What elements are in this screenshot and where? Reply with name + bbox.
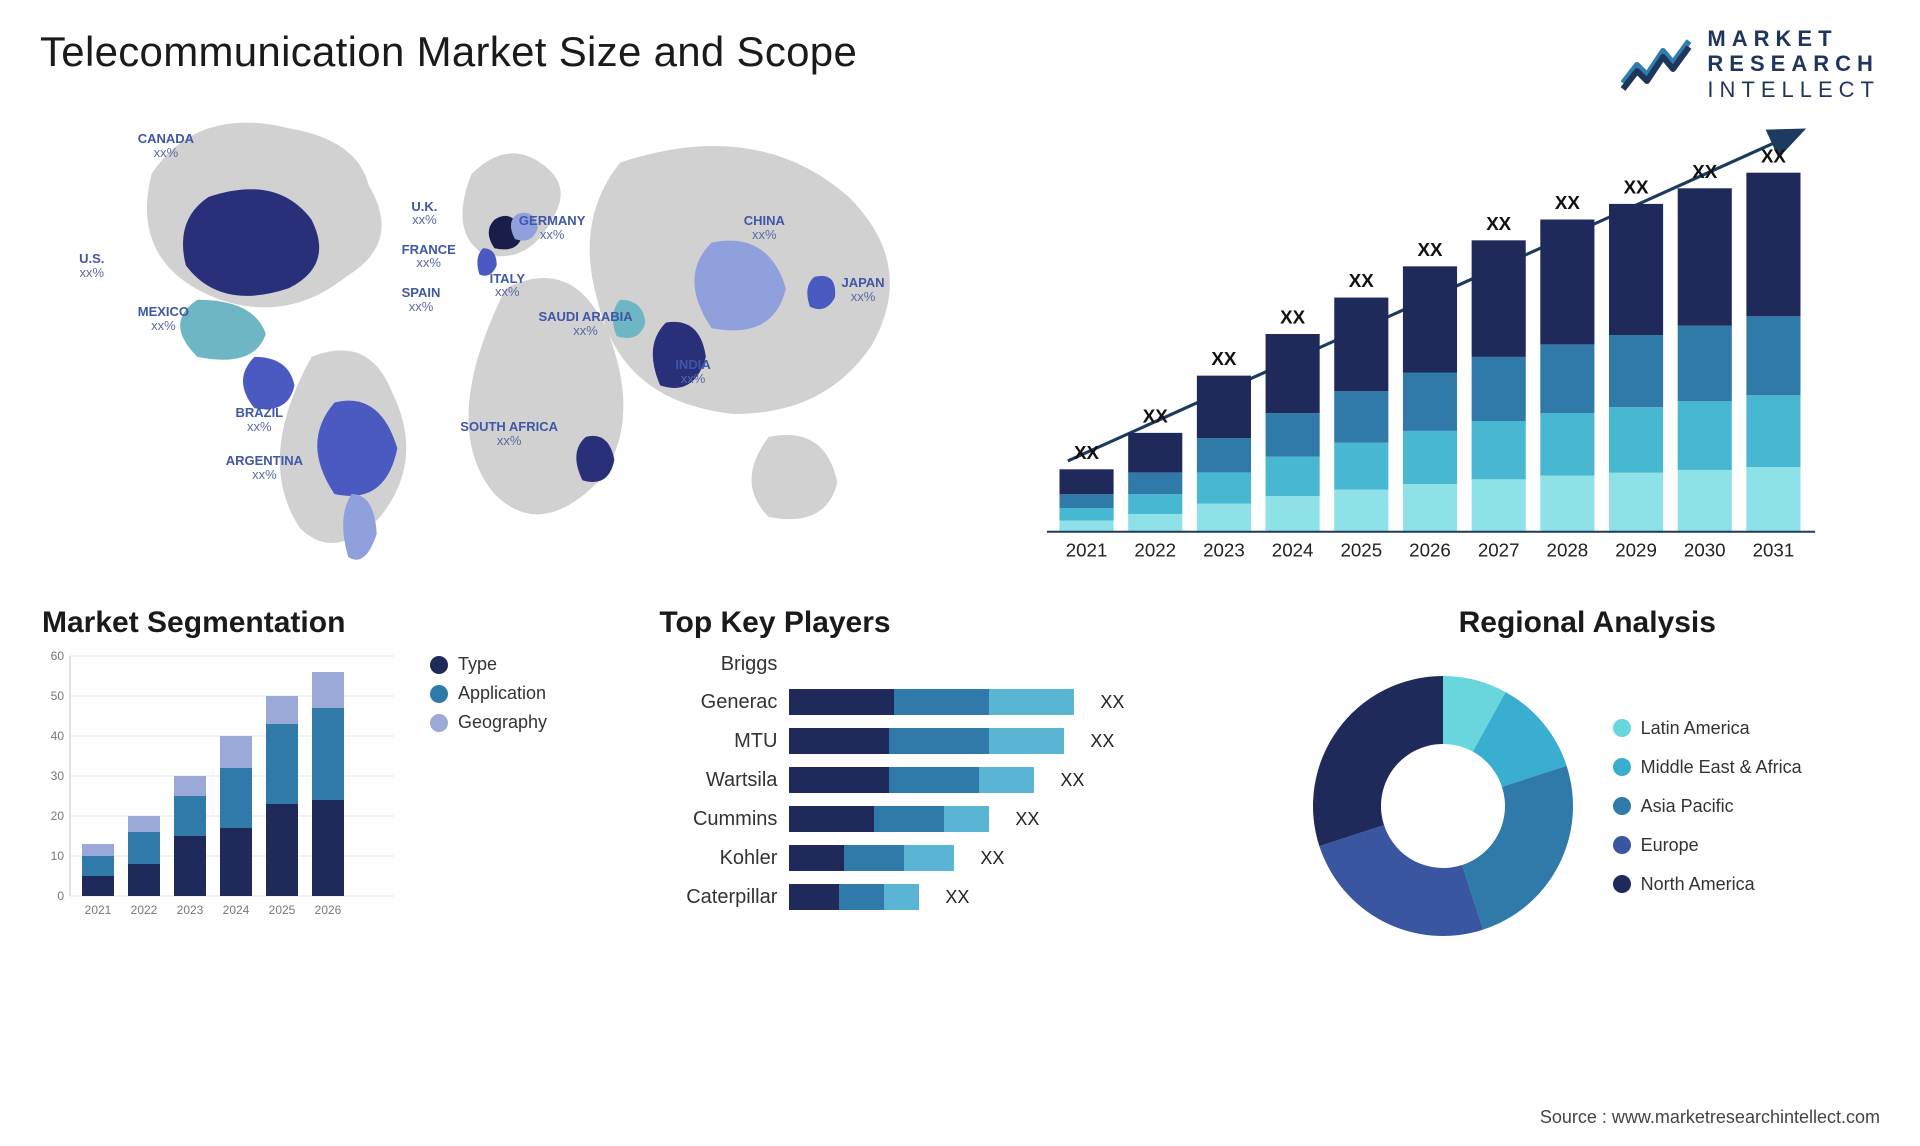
svg-text:XX: XX (1143, 405, 1168, 426)
svg-text:20: 20 (51, 809, 65, 823)
players-title: Top Key Players (659, 606, 1262, 640)
svg-text:2026: 2026 (1410, 540, 1452, 561)
player-row: CaterpillarXX (657, 884, 1262, 910)
regional-legend-item: Europe (1613, 835, 1802, 856)
map-label-u-s-: U.S.xx% (79, 252, 104, 279)
segmentation-legend-item: Type (430, 654, 547, 675)
world-map-icon (40, 94, 1017, 574)
svg-text:XX: XX (1624, 176, 1649, 197)
bottom-row: Market Segmentation 0 10 20 30 40 50 60 2021 202… (40, 596, 1880, 1016)
svg-text:50: 50 (51, 689, 65, 703)
segmentation-legend-item: Application (430, 683, 547, 704)
svg-text:XX: XX (1555, 192, 1580, 213)
segmentation-panel: Market Segmentation 0 10 20 30 40 50 60 2021 202… (40, 596, 627, 1016)
logo-text: MARKET RESEARCH INTELLECT (1707, 26, 1880, 102)
map-label-france: FRANCExx% (402, 243, 456, 270)
report-page: Telecommunication Market Size and Scope … (0, 0, 1920, 1146)
svg-text:2031: 2031 (1753, 540, 1795, 561)
regional-legend-item: North America (1613, 874, 1802, 895)
map-label-china: CHINAxx% (744, 214, 785, 241)
svg-text:40: 40 (51, 729, 65, 743)
segmentation-chart-svg: 0 10 20 30 40 50 60 2021 2022 2023 2024 2025 2026 (40, 646, 420, 966)
svg-text:XX: XX (1281, 307, 1306, 328)
brand-logo: MARKET RESEARCH INTELLECT (1619, 26, 1880, 102)
growth-chart-svg: XX 2021 XX 2022 XX 2023 XX 2024 XX 2025 XX 2026 XX 20… (1047, 94, 1880, 574)
regional-legend-item: Latin America (1613, 718, 1802, 739)
svg-text:30: 30 (51, 769, 65, 783)
svg-text:10: 10 (51, 849, 65, 863)
svg-text:60: 60 (51, 649, 65, 663)
svg-text:2021: 2021 (1066, 540, 1108, 561)
logo-line1: MARKET (1707, 26, 1837, 51)
logo-line2: RESEARCH (1707, 51, 1878, 76)
svg-text:2025: 2025 (1341, 540, 1383, 561)
regional-legend-item: Middle East & Africa (1613, 757, 1802, 778)
map-label-india: INDIAxx% (675, 358, 710, 385)
svg-text:XX: XX (1761, 145, 1786, 166)
svg-text:0: 0 (57, 889, 64, 903)
regional-panel: Regional Analysis Latin America Middle Ea… (1293, 596, 1880, 1016)
map-label-mexico: MEXICOxx% (138, 305, 189, 332)
top-row: CANADAxx% U.S.xx% MEXICOxx% BRAZILxx% ARGENT… (40, 94, 1880, 574)
map-label-germany: GERMANYxx% (519, 214, 585, 241)
map-label-brazil: BRAZILxx% (235, 406, 283, 433)
svg-text:2024: 2024 (1272, 540, 1314, 561)
svg-text:XX: XX (1349, 270, 1374, 291)
svg-text:2022: 2022 (1135, 540, 1177, 561)
svg-text:2025: 2025 (269, 903, 296, 917)
map-label-japan: JAPANxx% (841, 276, 884, 303)
svg-text:2024: 2024 (223, 903, 250, 917)
player-row: KohlerXX (657, 845, 1262, 871)
segmentation-legend-item: Geography (430, 712, 547, 733)
svg-text:2027: 2027 (1478, 540, 1520, 561)
player-row: WartsilaXX (657, 767, 1262, 793)
players-panel: Top Key Players Briggs GeneracXX MTUXX Wart… (657, 596, 1262, 1016)
svg-text:2028: 2028 (1547, 540, 1589, 561)
regional-legend: Latin America Middle East & Africa Asia Pa… (1613, 700, 1802, 913)
map-label-spain: SPAINxx% (402, 286, 441, 313)
regional-donut-svg (1293, 646, 1603, 966)
svg-text:2029: 2029 (1616, 540, 1658, 561)
svg-text:2026: 2026 (315, 903, 342, 917)
map-label-south-africa: SOUTH AFRICAxx% (460, 420, 558, 447)
regional-legend-item: Asia Pacific (1613, 796, 1802, 817)
svg-text:XX: XX (1487, 213, 1512, 234)
logo-mark-icon (1619, 35, 1693, 93)
player-row: Briggs (657, 653, 1262, 676)
svg-text:2023: 2023 (1204, 540, 1246, 561)
player-row: GeneracXX (657, 689, 1262, 715)
svg-text:2021: 2021 (85, 903, 112, 917)
segmentation-legend: Type Application Geography (430, 646, 547, 966)
regional-title: Regional Analysis (1295, 606, 1880, 640)
players-body: Briggs GeneracXX MTUXX WartsilaXX CumminsXX K… (657, 653, 1262, 910)
segmentation-title: Market Segmentation (42, 606, 627, 640)
svg-text:2030: 2030 (1684, 540, 1726, 561)
world-map-panel: CANADAxx% U.S.xx% MEXICOxx% BRAZILxx% ARGENT… (40, 94, 1017, 574)
svg-text:2022: 2022 (131, 903, 158, 917)
player-row: CumminsXX (657, 806, 1262, 832)
map-label-u-k-: U.K.xx% (411, 200, 437, 227)
svg-text:XX: XX (1074, 442, 1099, 463)
page-title: Telecommunication Market Size and Scope (40, 28, 1880, 76)
svg-text:XX: XX (1418, 239, 1443, 260)
svg-text:XX: XX (1212, 348, 1237, 369)
map-label-italy: ITALYxx% (490, 272, 525, 299)
source-caption: Source : www.marketresearchintellect.com (1540, 1107, 1880, 1128)
map-label-saudi-arabia: SAUDI ARABIAxx% (538, 310, 632, 337)
map-label-argentina: ARGENTINAxx% (226, 454, 303, 481)
map-label-canada: CANADAxx% (138, 132, 194, 159)
market-size-chart: XX 2021 XX 2022 XX 2023 XX 2024 XX 2025 XX 2026 XX 20… (1047, 94, 1880, 574)
svg-text:XX: XX (1693, 161, 1718, 182)
player-row: MTUXX (657, 728, 1262, 754)
svg-text:2023: 2023 (177, 903, 204, 917)
